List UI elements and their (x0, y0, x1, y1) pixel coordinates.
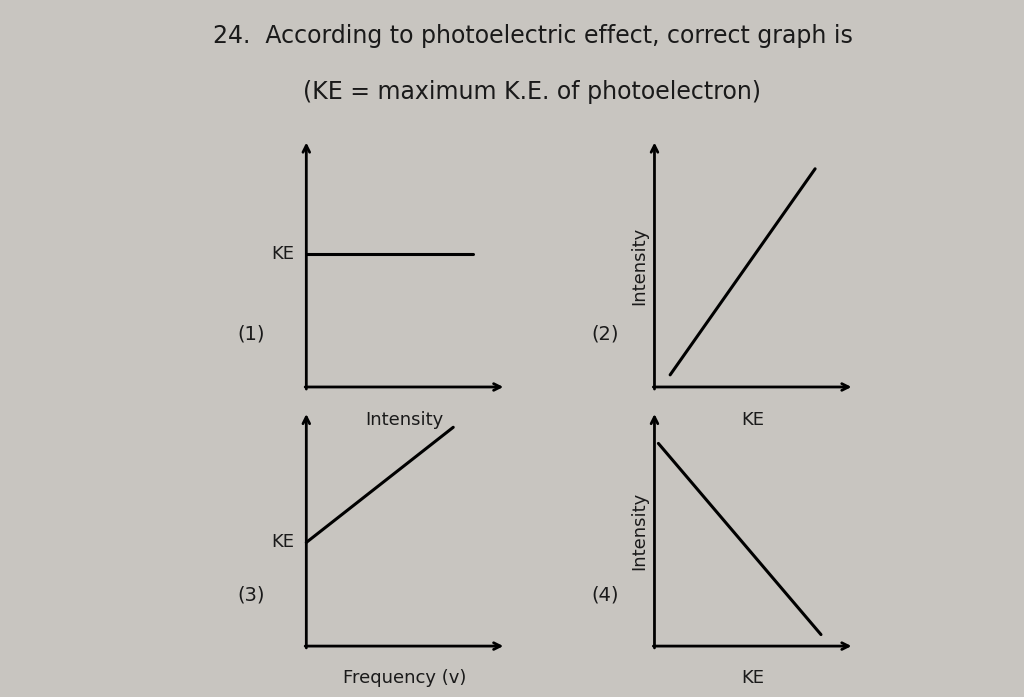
Text: KE: KE (271, 245, 295, 263)
Text: (2): (2) (592, 324, 620, 343)
Text: (KE = maximum K.E. of photoelectron): (KE = maximum K.E. of photoelectron) (303, 80, 762, 104)
Text: KE: KE (741, 411, 764, 429)
Text: Intensity: Intensity (630, 227, 648, 305)
Text: (3): (3) (238, 586, 265, 605)
Text: Frequency (v): Frequency (v) (343, 669, 466, 687)
Text: Intensity: Intensity (630, 492, 648, 570)
Text: 24.  According to photoelectric effect, correct graph is: 24. According to photoelectric effect, c… (213, 24, 852, 48)
Text: (4): (4) (592, 586, 620, 605)
Text: KE: KE (741, 669, 764, 687)
Text: Intensity: Intensity (366, 411, 443, 429)
Text: KE: KE (271, 533, 295, 551)
Text: (1): (1) (238, 324, 265, 343)
